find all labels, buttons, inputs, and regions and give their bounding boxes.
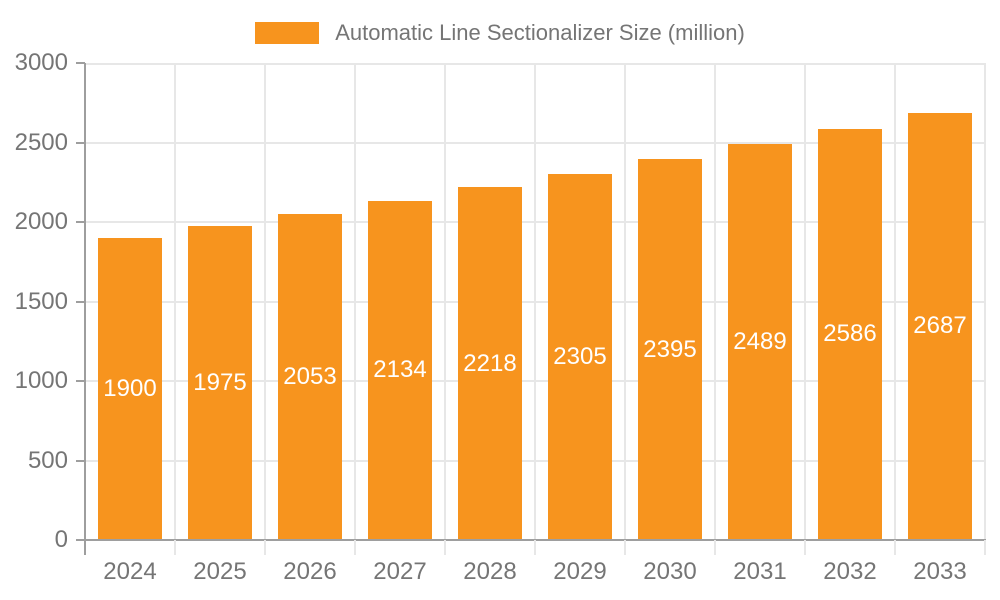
y-axis-tick-label: 0	[54, 526, 68, 553]
x-axis-line	[77, 539, 986, 541]
bar: 2687	[908, 112, 972, 540]
y-axis-tick	[76, 62, 85, 64]
plot-area: 1900 1975 2053 2134 2218 2305 2395 2489 2586 2687	[85, 63, 986, 540]
y-axis-tick-label: 500	[27, 446, 68, 474]
legend-label: Automatic Line Sectionalizer Size (milli…	[335, 20, 745, 45]
bar: 2305	[548, 173, 612, 540]
bar: 2218	[458, 187, 522, 540]
x-axis-tick	[984, 540, 986, 555]
x-axis-tick	[84, 540, 86, 555]
x-gridline	[984, 63, 986, 540]
x-axis-tick	[534, 540, 536, 555]
legend-swatch	[255, 22, 320, 44]
x-gridline	[174, 63, 176, 540]
bar: 1975	[188, 225, 252, 540]
x-gridline	[804, 63, 806, 540]
x-gridline	[624, 63, 626, 540]
x-gridline	[264, 63, 266, 540]
bar-value-label: 2489	[733, 328, 787, 356]
x-gridline	[354, 63, 356, 540]
bar-value-label: 1975	[193, 368, 247, 396]
x-axis-tick	[444, 540, 446, 555]
y-axis-tick-label: 1000	[14, 367, 68, 394]
y-axis-tick	[76, 141, 85, 144]
x-axis-tick-label: 2025	[193, 558, 247, 585]
x-axis-tick	[714, 540, 716, 555]
x-axis-tick	[354, 540, 356, 555]
x-gridline	[894, 63, 896, 540]
x-axis-tick	[894, 540, 896, 555]
x-axis-tick-label: 2029	[553, 558, 607, 585]
x-axis-tick-label: 2026	[283, 558, 337, 585]
bar: 2053	[278, 213, 342, 540]
legend[interactable]: Automatic Line Sectionalizer Size (milli…	[0, 20, 1000, 46]
x-axis-tick-label: 2024	[103, 558, 157, 585]
x-axis-tick-label: 2032	[823, 558, 877, 585]
x-axis-tick	[804, 540, 806, 555]
y-axis-line	[84, 63, 86, 540]
bar-value-label: 2586	[823, 320, 877, 348]
x-axis-tick-label: 2031	[733, 558, 787, 585]
x-axis-tick-label: 2033	[913, 558, 967, 585]
y-axis-tick	[76, 459, 85, 462]
x-axis-tick	[174, 540, 176, 555]
y-axis-tick-label: 3000	[14, 49, 68, 76]
y-axis-tick	[76, 539, 85, 541]
bar-value-label: 2687	[913, 312, 967, 340]
bar-value-label: 2053	[283, 362, 337, 390]
x-gridline	[444, 63, 446, 540]
x-axis-tick	[624, 540, 626, 555]
bar-value-label: 2134	[373, 356, 427, 384]
y-axis-tick-label: 2500	[14, 128, 68, 156]
bar: 2395	[638, 159, 702, 540]
x-axis-tick	[264, 540, 266, 555]
y-axis-tick-label: 2000	[14, 208, 68, 235]
y-axis-tick	[76, 300, 85, 303]
y-axis-tick-label: 1500	[14, 287, 68, 315]
x-axis-tick-label: 2030	[643, 558, 697, 585]
bar-value-label: 2218	[463, 349, 517, 377]
x-gridline	[714, 63, 716, 540]
x-axis-tick-label: 2028	[463, 558, 517, 585]
y-axis-tick	[76, 380, 85, 382]
bar-value-label: 2305	[553, 342, 607, 370]
x-axis-tick-label: 2027	[373, 558, 427, 585]
x-gridline	[534, 63, 536, 540]
bar-value-label: 1900	[103, 374, 157, 402]
bar: 2134	[368, 200, 432, 540]
y-axis-tick	[76, 221, 85, 223]
bar: 2489	[728, 144, 792, 540]
bar: 2586	[818, 128, 882, 540]
bar-value-label: 2395	[643, 335, 697, 363]
bar: 1900	[98, 237, 162, 540]
